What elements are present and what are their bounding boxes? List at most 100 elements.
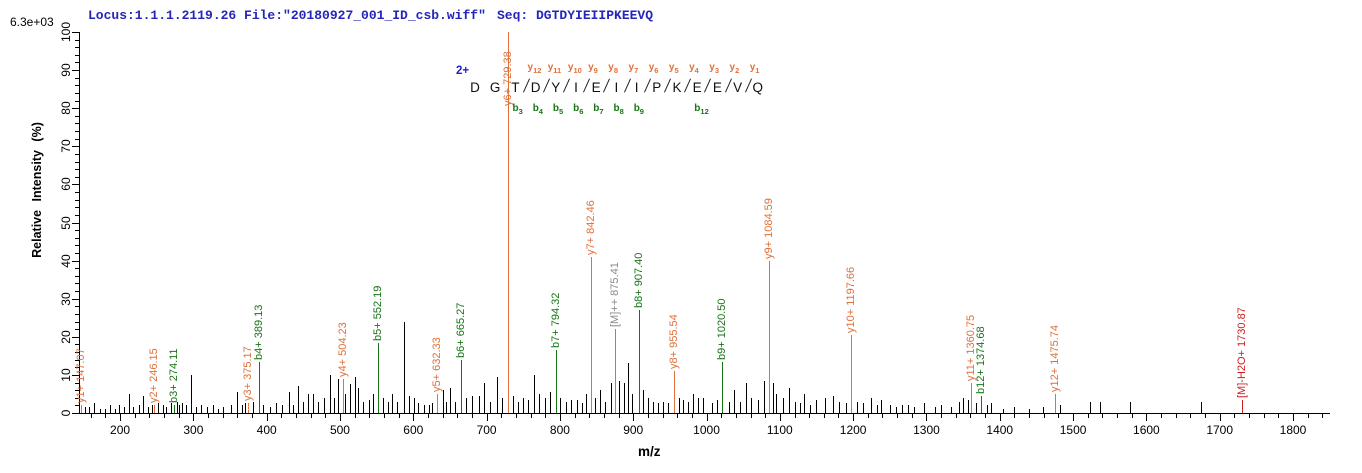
peak (354, 376, 356, 413)
precursor-charge-label: 2+ (456, 65, 470, 77)
peak (206, 407, 208, 413)
peak (109, 405, 111, 413)
peak (408, 395, 410, 413)
y-minor-tick (75, 268, 79, 270)
fragment-ion-label: y1+ 147.07 (75, 348, 88, 404)
peak (804, 393, 806, 413)
fragment-ion-label: y8+ 955.54 (667, 314, 680, 370)
y-ion-marker: y5 (668, 62, 679, 75)
y-ion-marker: y11 (547, 62, 562, 75)
y-tick-label: 80 (59, 101, 73, 115)
x-minor-tick (1263, 414, 1265, 418)
x-minor-tick (515, 414, 517, 418)
peak (653, 401, 655, 413)
x-minor-tick (1043, 414, 1045, 418)
fragment-ion-label: b5+ 552.19 (372, 285, 385, 341)
peak (789, 388, 791, 413)
peak (523, 397, 525, 413)
peak (196, 407, 198, 413)
x-minor-tick (589, 414, 591, 418)
peak (245, 403, 247, 413)
peak (881, 399, 882, 413)
peak (446, 401, 448, 413)
peak (711, 403, 713, 413)
x-minor-tick (105, 414, 107, 418)
fragment-ion-label: y6+ 729.38 (502, 51, 515, 107)
peak (152, 405, 154, 413)
x-minor-tick (823, 414, 825, 418)
x-minor-tick (325, 414, 327, 418)
peak (862, 403, 864, 413)
y-minor-tick (75, 397, 79, 399)
x-major-tick (1293, 414, 1294, 421)
y-minor-tick (75, 192, 79, 194)
peak (1129, 401, 1131, 413)
fragment-ion-peak (508, 32, 510, 413)
x-minor-tick (501, 414, 503, 418)
peak (809, 405, 811, 413)
peak (442, 390, 444, 413)
peak (142, 395, 144, 413)
x-minor-tick (369, 414, 371, 418)
peak (104, 409, 106, 413)
fragment-ion-peak (768, 260, 770, 413)
peak (368, 399, 370, 413)
sequence-residue: E (712, 80, 722, 95)
peak (201, 405, 203, 413)
b-ion-marker: b6 (573, 103, 584, 116)
peak (934, 407, 936, 413)
x-tick-label: 1600 (1133, 423, 1160, 437)
sequence-header: Seq: DGTDYIEIIPKEEVQ (497, 8, 654, 23)
x-tick-label: 1500 (1059, 423, 1087, 437)
fragment-ion-label: b4+ 389.13 (252, 304, 265, 360)
peak (870, 397, 872, 413)
y-major-tick (72, 184, 79, 186)
y-tick-label: 100 (59, 21, 73, 43)
x-minor-tick (295, 414, 297, 418)
peak (958, 401, 960, 413)
peak (231, 405, 233, 413)
x-minor-tick (178, 414, 180, 418)
x-minor-tick (1322, 414, 1324, 418)
x-minor-tick (1278, 414, 1280, 418)
x-tick-label: 800 (549, 423, 570, 437)
peak (913, 407, 915, 413)
peak (623, 382, 625, 413)
peak (312, 393, 314, 413)
peak (455, 401, 457, 413)
y-major-tick (72, 146, 79, 148)
x-major-tick (193, 414, 195, 421)
y-minor-tick (75, 39, 79, 41)
y-minor-tick (75, 92, 79, 94)
peak (647, 397, 649, 413)
x-minor-tick (765, 414, 767, 418)
peak (128, 393, 130, 413)
peak (432, 403, 434, 413)
peak (658, 403, 660, 413)
x-tick-label: 300 (183, 423, 204, 437)
peak (967, 399, 969, 413)
x-minor-tick (252, 414, 253, 418)
x-minor-tick (149, 414, 151, 418)
peak (643, 390, 645, 413)
y-tick-label: 90 (59, 63, 73, 77)
y-minor-tick (75, 237, 79, 239)
x-minor-tick (1234, 414, 1236, 418)
peak (191, 374, 193, 413)
peak (856, 401, 858, 413)
peak (428, 405, 430, 413)
fragment-ion-peak (851, 334, 853, 413)
b-ion-marker: b4 (532, 103, 543, 116)
x-minor-tick (1087, 414, 1089, 418)
peak (1043, 407, 1045, 413)
fragment-ion-peak (1055, 393, 1057, 413)
fragment-ion-peak (981, 395, 983, 413)
sequence-residue: Y (551, 80, 561, 95)
peak (317, 401, 319, 413)
fragment-ion-label: b6+ 665.27 (455, 302, 468, 358)
y-minor-tick (75, 405, 79, 407)
x-minor-tick (134, 414, 136, 418)
peak (734, 390, 736, 413)
x-minor-tick (1029, 414, 1031, 418)
